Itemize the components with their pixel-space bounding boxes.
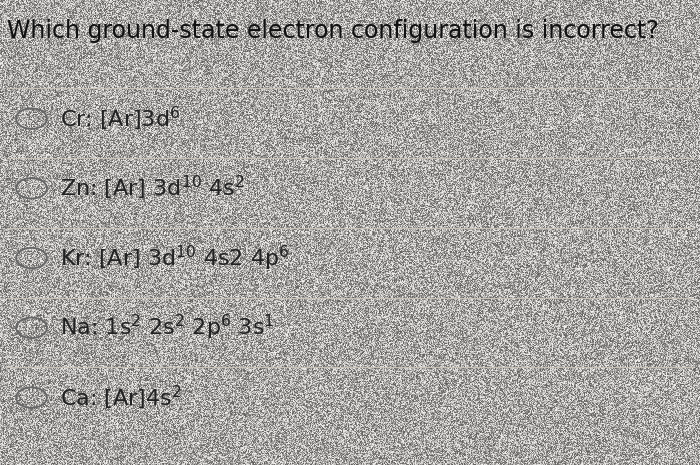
Text: Ca: [Ar]4s$^2$: Ca: [Ar]4s$^2$ [60, 384, 181, 412]
Text: Na: 1s$^2$ 2s$^2$ 2p$^6$ 3s$^1$: Na: 1s$^2$ 2s$^2$ 2p$^6$ 3s$^1$ [60, 313, 274, 342]
Text: Kr: [Ar] 3d$^{10}$ 4s2 4p$^6$: Kr: [Ar] 3d$^{10}$ 4s2 4p$^6$ [60, 244, 289, 272]
Text: Zn: [Ar] 3d$^{10}$ 4s$^2$: Zn: [Ar] 3d$^{10}$ 4s$^2$ [60, 174, 244, 202]
Text: Cr: [Ar]3d$^6$: Cr: [Ar]3d$^6$ [60, 105, 180, 133]
Text: Which ground-state electron configuration is incorrect?: Which ground-state electron configuratio… [7, 19, 659, 43]
